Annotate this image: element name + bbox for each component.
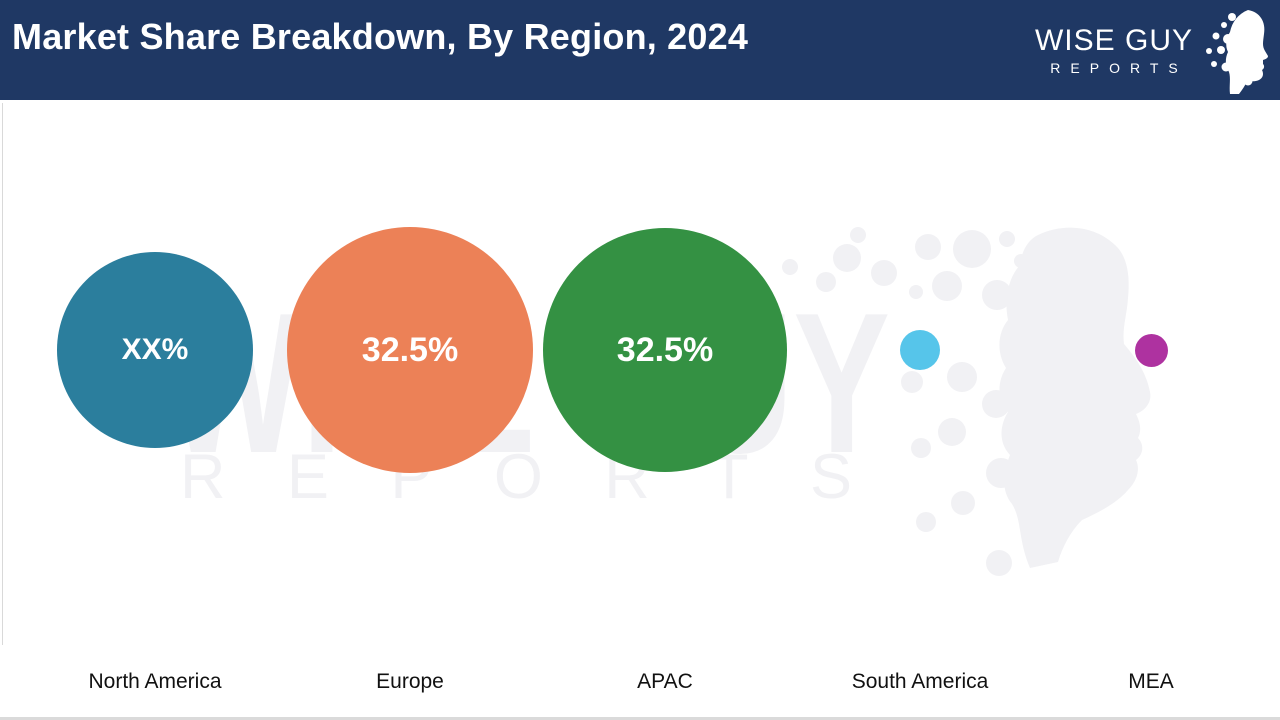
- watermark-logo: WISE GUY REPORTS: [165, 227, 1151, 576]
- logo-brand-name: WISE GUY: [1034, 23, 1193, 57]
- chart-area: WISE GUY REPORTS XX% 32.5% 32.5%: [0, 100, 1280, 720]
- watermark-face-dots: [782, 227, 1051, 576]
- logo-text: WISE GUY REPORTS: [1028, 23, 1200, 76]
- category-label-north-america: North America: [88, 670, 222, 693]
- category-label-south-america: South America: [851, 670, 989, 693]
- bubble-apac: 32.5%: [543, 228, 787, 472]
- watermark-word-2: REPORTS: [180, 442, 852, 512]
- header: Market Share Breakdown, By Region, 2024 …: [0, 0, 1280, 100]
- logo-brand-subtitle: REPORTS: [1050, 59, 1188, 76]
- bubble-north-america: XX%: [57, 252, 253, 448]
- category-label-mea: MEA: [1128, 670, 1174, 693]
- head-profile-logo-icon: [1206, 10, 1268, 94]
- bottom-rule: [0, 717, 1280, 720]
- bubble-value-label: 32.5%: [616, 330, 714, 369]
- watermark-face-profile: [999, 227, 1151, 568]
- category-label-europe: Europe: [376, 670, 444, 693]
- category-label-apac: APAC: [637, 670, 693, 693]
- wiseguy-logo: WISE GUY REPORTS: [1028, 6, 1268, 94]
- bubble-mea: [1134, 333, 1168, 367]
- page-title: Market Share Breakdown, By Region, 2024: [12, 16, 749, 57]
- bubble-south-america: [900, 330, 940, 370]
- bubble-europe: 32.5%: [287, 227, 533, 473]
- bubble-value-label: 32.5%: [361, 330, 459, 369]
- plot-left-border: [2, 103, 3, 645]
- bubble-value-label: XX%: [121, 333, 189, 366]
